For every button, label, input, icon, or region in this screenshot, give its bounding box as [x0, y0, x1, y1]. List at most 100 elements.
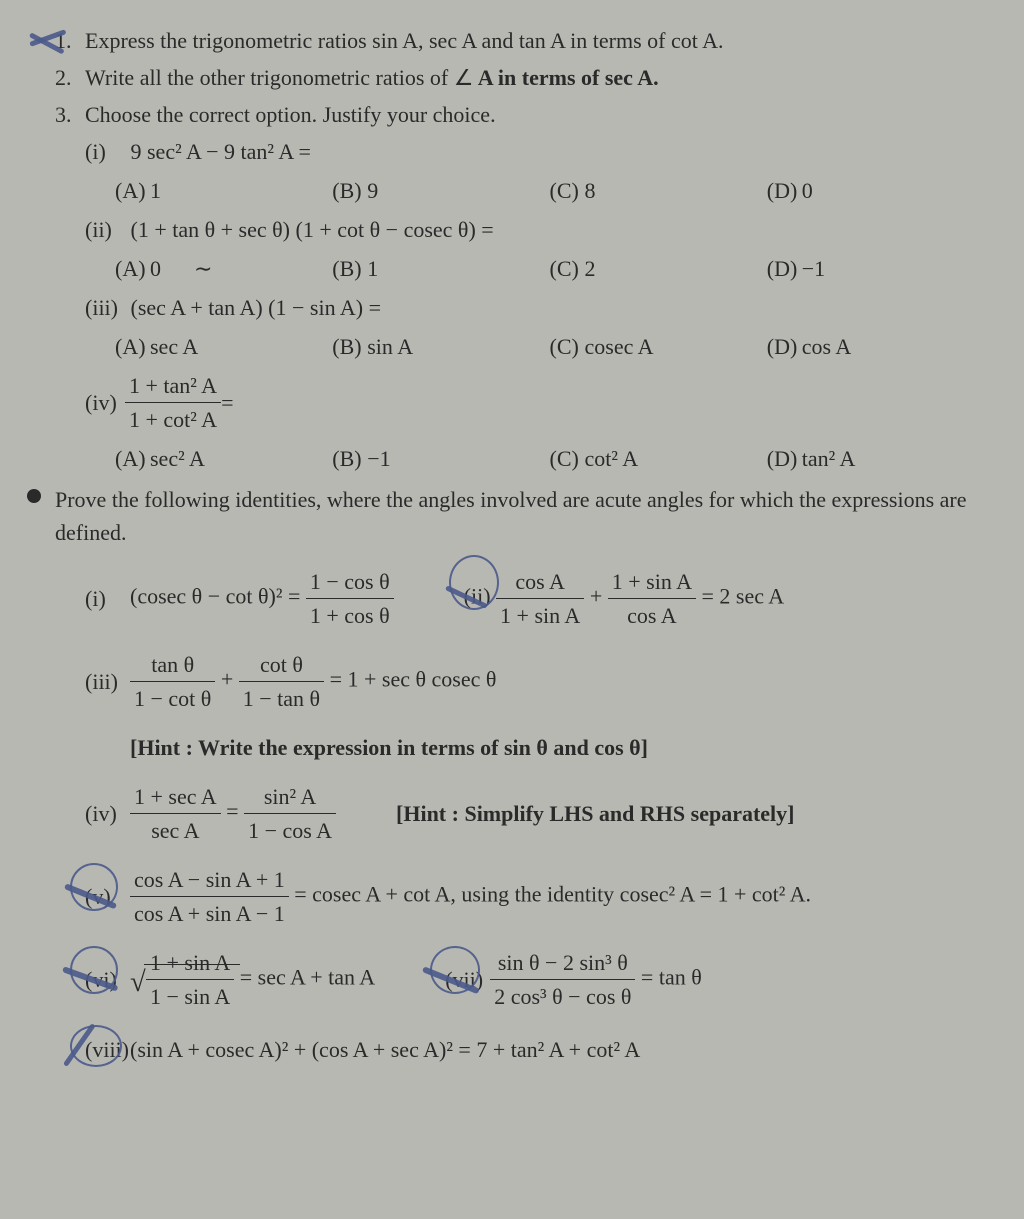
frac-den: cos A + sin A − 1 [130, 897, 289, 930]
q3iii-options: (A)sec A (B)sin A (C)cosec A (D)cos A [115, 330, 984, 363]
q3-ii: (ii) (1 + tan θ + sec θ) (1 + cot θ − co… [85, 213, 984, 246]
id-vi-expr: 1 + sin A 1 − sin A = sec A + tan A [144, 946, 375, 1013]
q3iv-optD: (D)tan² A [767, 442, 984, 475]
q3i-expr: 9 sec² A − 9 tan² A = [131, 139, 311, 164]
q3ii-expr: (1 + tan θ + sec θ) (1 + cot θ − cosec θ… [131, 217, 494, 242]
q3iii-optD: (D)cos A [767, 330, 984, 363]
q3-iv: (iv) 1 + tan² A 1 + cot² A = [85, 369, 984, 436]
id-v-expr: cos A − sin A + 1 cos A + sin A − 1 = co… [130, 863, 811, 930]
q3iv-options: (A)sec² A (B)−1 (C)cot² A (D)tan² A [115, 442, 984, 475]
angle-symbol: ∠ [454, 65, 474, 90]
q3i-label: (i) [85, 135, 125, 168]
q3ii-optB: (B)1 [332, 252, 549, 285]
q3iii-label: (iii) [85, 291, 125, 324]
question-1: 1. Express the trigonometric ratios sin … [55, 24, 984, 57]
q3iv-label: (iv) [85, 386, 125, 419]
opt-label: (C) [550, 330, 585, 363]
q2-text: Write all the other trigonometric ratios… [85, 61, 984, 94]
equals: = [221, 386, 233, 419]
opt-label: (C) [550, 174, 585, 207]
question-3: 3. Choose the correct option. Justify yo… [55, 98, 984, 131]
opt-val: cos A [802, 334, 852, 359]
id-vi-rhs: = sec A + tan A [240, 965, 375, 990]
id-iii-expr: tan θ 1 − cot θ + cot θ 1 − tan θ = 1 + … [130, 648, 496, 715]
id-iv-expr: 1 + sec A sec A = sin² A 1 − cos A [130, 780, 336, 847]
q3-i: (i) 9 sec² A − 9 tan² A = [85, 135, 984, 168]
id-iii-f2: cot θ 1 − tan θ [239, 648, 324, 715]
opt-label: (D) [767, 330, 802, 363]
id-iv-label: (iv) [85, 797, 130, 830]
frac-den: 1 − tan θ [239, 682, 324, 715]
tilde-mark: ∼ [194, 256, 212, 281]
frac-den: 1 + cos θ [306, 599, 394, 632]
q3iii-expr: (sec A + tan A) (1 − sin A) = [131, 295, 381, 320]
opt-label: (C) [550, 252, 585, 285]
id-ii-expr: (ii) cos A 1 + sin A + 1 + sin A cos A =… [464, 565, 785, 632]
q2-num: 2. [55, 61, 85, 94]
opt-label: (A) [115, 330, 150, 363]
q3ii-optD: (D)−1 [767, 252, 984, 285]
identity-v: (v) cos A − sin A + 1 cos A + sin A − 1 … [85, 863, 984, 930]
sqrt-expr: 1 + sin A 1 − sin A [144, 964, 240, 990]
frac-den: 1 − cot θ [130, 682, 215, 715]
opt-val: sec² A [150, 446, 205, 471]
opt-val: 2 [585, 256, 596, 281]
id-vii-expr: sin θ − 2 sin³ θ 2 cos³ θ − cos θ = tan … [490, 946, 702, 1013]
prove-section: Prove the following identities, where th… [55, 483, 984, 549]
opt-label: (C) [550, 442, 585, 475]
frac-den: cos A [608, 599, 696, 632]
opt-val: 9 [367, 178, 378, 203]
hint-iii: [Hint : Write the expression in terms of… [130, 731, 984, 764]
opt-label: (D) [767, 252, 802, 285]
opt-val: 8 [585, 178, 596, 203]
id-v-frac: cos A − sin A + 1 cos A + sin A − 1 [130, 863, 289, 930]
frac-den: 1 − cos A [244, 814, 336, 847]
q3iii-optC: (C)cosec A [550, 330, 767, 363]
identity-viii: (viii) (sin A + cosec A)² + (cos A + sec… [85, 1033, 984, 1066]
identity-i-ii: (i) (cosec θ − cot θ)² = 1 − cos θ 1 + c… [85, 565, 984, 632]
opt-val: tan² A [802, 446, 856, 471]
q3ii-optC: (C)2 [550, 252, 767, 285]
q3ii-optA: (A)0 ∼ [115, 252, 332, 285]
q3i-optD: (D)0 [767, 174, 984, 207]
q3-num: 3. [55, 98, 85, 131]
frac-den: 1 + sin A [496, 599, 584, 632]
opt-label: (B) [332, 174, 367, 207]
id-iii-label: (iii) [85, 665, 130, 698]
q3iii-optA: (A)sec A [115, 330, 332, 363]
hint-text: [Hint : Write the expression in terms of… [130, 735, 648, 760]
q3-iii: (iii) (sec A + tan A) (1 − sin A) = [85, 291, 984, 324]
opt-label: (B) [332, 330, 367, 363]
opt-val: 1 [150, 178, 161, 203]
id-ii-f1: cos A 1 + sin A [496, 565, 584, 632]
opt-label: (D) [767, 442, 802, 475]
opt-val: cot² A [585, 446, 639, 471]
frac-num: 1 + sin A [608, 565, 696, 599]
q3i-optA: (A)1 [115, 174, 332, 207]
id-i-lhs: (cosec θ − cot θ)² = [130, 584, 306, 609]
id-i-label: (i) [85, 582, 130, 615]
plus: + [221, 667, 239, 692]
q3ii-label: (ii) [85, 213, 125, 246]
opt-label: (B) [332, 252, 367, 285]
opt-val: 0 [150, 256, 161, 281]
opt-label: (D) [767, 174, 802, 207]
id-iii-f1: tan θ 1 − cot θ [130, 648, 215, 715]
id-viii-expr: (sin A + cosec A)² + (cos A + sec A)² = … [130, 1033, 640, 1066]
q3iv-optB: (B)−1 [332, 442, 549, 475]
plus: + [590, 584, 608, 609]
question-2: 2. Write all the other trigonometric rat… [55, 61, 984, 94]
q3iv-frac: 1 + tan² A 1 + cot² A [125, 369, 221, 436]
identity-iii: (iii) tan θ 1 − cot θ + cot θ 1 − tan θ … [85, 648, 984, 715]
frac-num: sin² A [244, 780, 336, 814]
id-vi-frac: 1 + sin A 1 − sin A [146, 946, 234, 1013]
frac-num: cos A [496, 565, 584, 599]
frac-num: cos A − sin A + 1 [130, 863, 289, 897]
id-ii-f2: 1 + sin A cos A [608, 565, 696, 632]
id-ii-rhs: = 2 sec A [702, 584, 785, 609]
q2-text-a: Write all the other trigonometric ratios… [85, 65, 454, 90]
frac-num: sin θ − 2 sin³ θ [490, 946, 635, 980]
frac-den: sec A [130, 814, 221, 847]
opt-label: (A) [115, 252, 150, 285]
id-v-rhs: = cosec A + cot A, using the identity co… [294, 882, 811, 907]
